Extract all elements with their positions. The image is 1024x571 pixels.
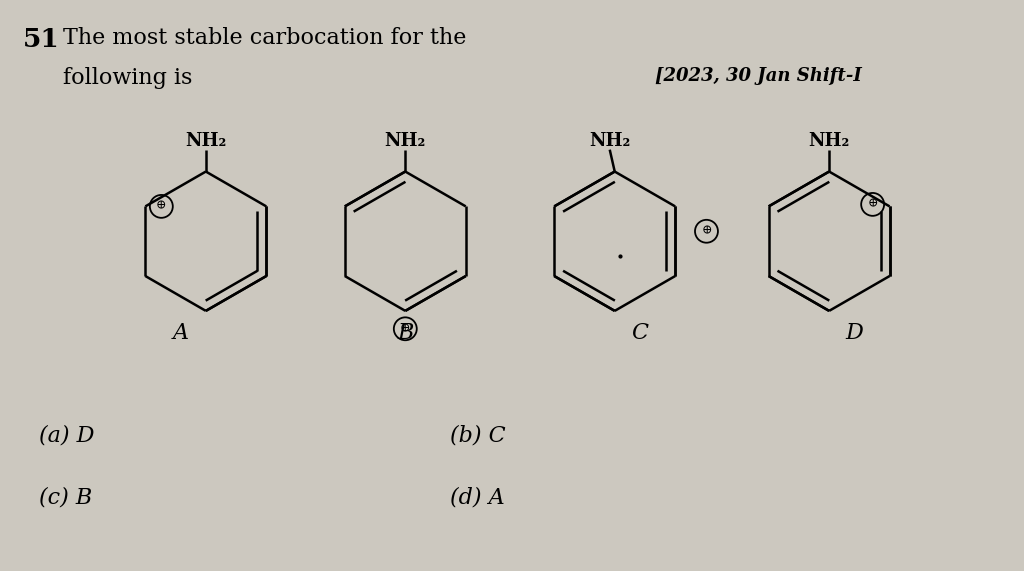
Text: NH₂: NH₂ [185,132,226,150]
Text: A: A [173,321,189,344]
Text: (c) B: (c) B [39,487,92,509]
Text: NH₂: NH₂ [385,132,426,150]
Text: [2023, 30 Jan Shift-I: [2023, 30 Jan Shift-I [654,67,861,85]
Text: (b) C: (b) C [451,424,506,447]
Text: ⊕: ⊕ [701,225,712,238]
Text: 51: 51 [24,27,60,53]
Text: D: D [845,321,863,344]
Text: NH₂: NH₂ [809,132,850,150]
Text: (d) A: (d) A [451,487,505,509]
Text: ⊕: ⊕ [400,322,411,335]
Text: following is: following is [63,67,193,89]
Text: The most stable carbocation for the: The most stable carbocation for the [63,27,467,49]
Text: ⊕: ⊕ [156,200,167,213]
Text: C: C [631,321,648,344]
Text: B: B [397,321,414,344]
Text: ⊕: ⊕ [867,198,878,211]
Text: (a) D: (a) D [39,424,95,447]
Text: NH₂: NH₂ [589,132,631,150]
